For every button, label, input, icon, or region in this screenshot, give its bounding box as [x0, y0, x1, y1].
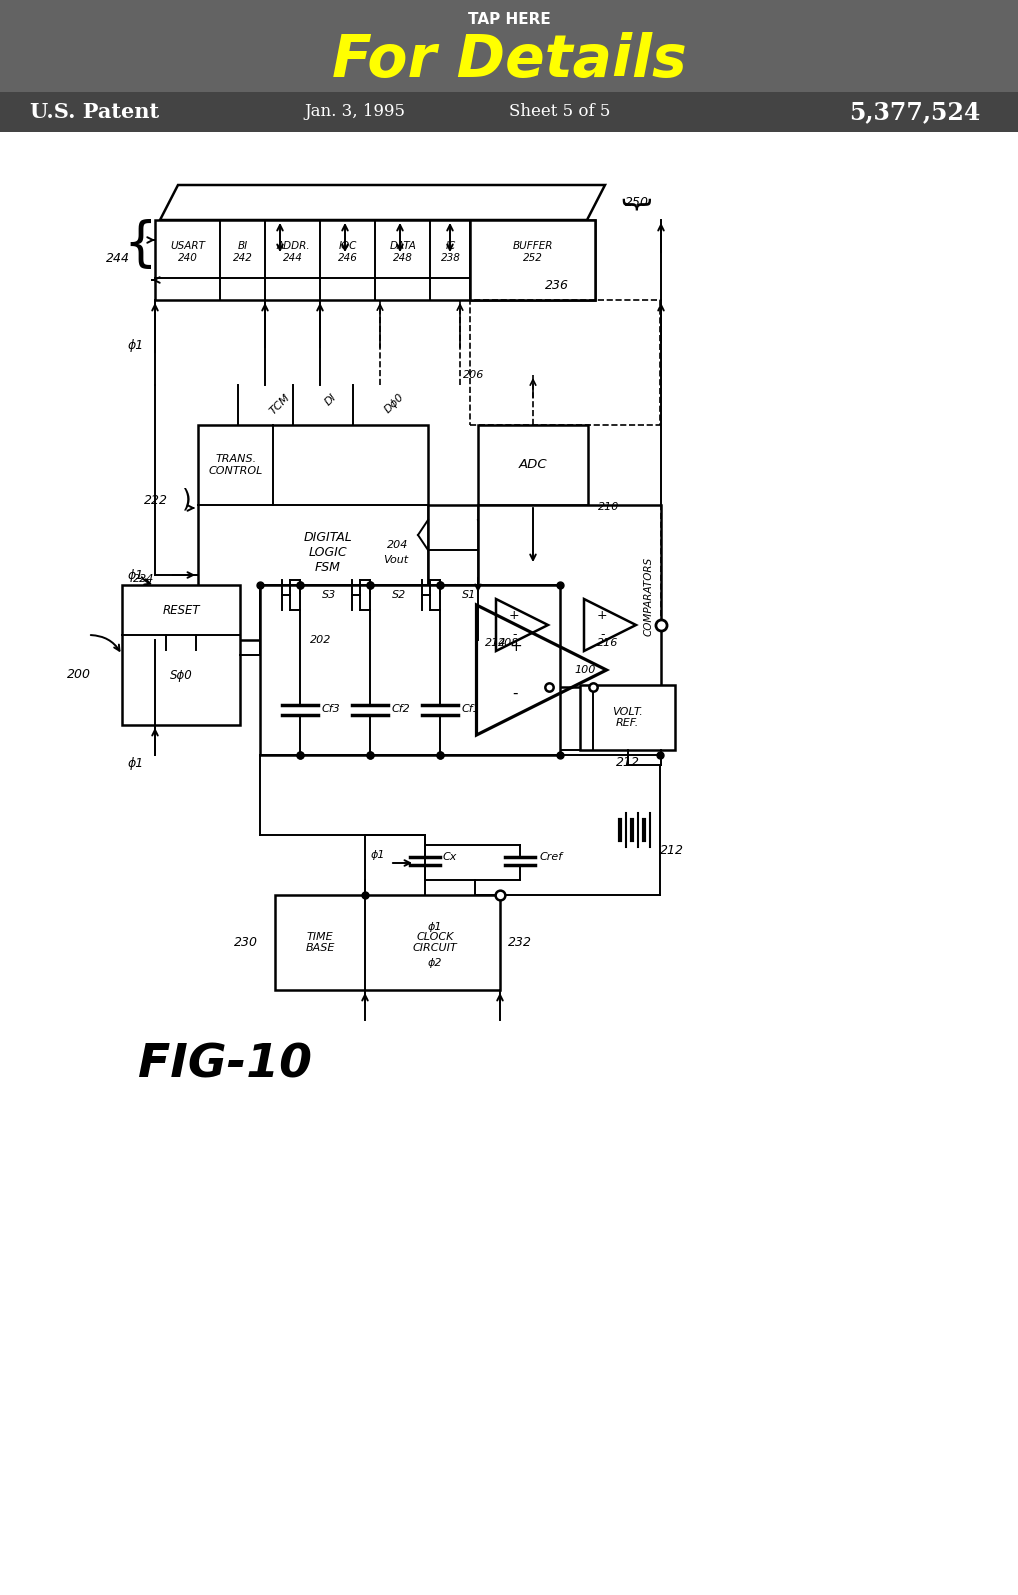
Text: 212: 212	[660, 844, 684, 857]
Text: Cf3: Cf3	[322, 705, 341, 715]
Text: -: -	[600, 628, 605, 641]
Text: 250: 250	[625, 196, 649, 209]
Text: ϕ1: ϕ1	[128, 756, 145, 769]
Text: TAP HERE: TAP HERE	[467, 13, 551, 27]
Text: 200: 200	[67, 668, 91, 681]
Text: FIG-10: FIG-10	[138, 1043, 312, 1088]
Bar	[580, 684, 675, 750]
Text: 212: 212	[616, 756, 639, 769]
Text: 206: 206	[463, 370, 485, 380]
Text: S2: S2	[392, 590, 406, 600]
Text: VOLT.
REF.: VOLT. REF.	[612, 707, 643, 729]
Text: Cx: Cx	[443, 852, 457, 861]
Bar	[0, 93, 1018, 132]
Text: ADDR.
244: ADDR. 244	[276, 241, 309, 263]
Text: Cf1: Cf1	[462, 705, 480, 715]
Text: 222: 222	[144, 493, 168, 507]
Text: BUFFER
252: BUFFER 252	[513, 241, 553, 263]
Bar	[478, 424, 588, 506]
Bar	[155, 220, 595, 300]
Text: +: +	[509, 640, 522, 654]
Text: ): )	[182, 488, 191, 512]
Text: TRANS.
CONTROL: TRANS. CONTROL	[209, 455, 264, 475]
Text: 214: 214	[485, 638, 506, 648]
Bar	[428, 506, 478, 595]
Text: U.S. Patent: U.S. Patent	[31, 102, 160, 121]
Text: ϕ2: ϕ2	[428, 957, 442, 968]
Text: 232: 232	[508, 936, 532, 949]
Text: +: +	[509, 609, 519, 622]
Text: 5,377,524: 5,377,524	[849, 100, 980, 124]
Bar	[260, 585, 560, 754]
Text: CLOCK
CIRCUIT: CLOCK CIRCUIT	[412, 931, 457, 954]
Text: 202: 202	[310, 635, 332, 644]
Text: RESET: RESET	[162, 603, 200, 617]
Bar	[122, 585, 240, 726]
Text: ϕ1: ϕ1	[371, 850, 385, 860]
Text: }: }	[618, 198, 647, 217]
Text: Cf2: Cf2	[392, 705, 410, 715]
Bar	[0, 0, 1018, 93]
Text: {: {	[123, 219, 157, 271]
Text: IC
238: IC 238	[441, 241, 461, 263]
Text: DATA
248: DATA 248	[390, 241, 416, 263]
Text: ADC: ADC	[519, 458, 548, 472]
Text: 224: 224	[133, 574, 155, 584]
Text: 236: 236	[545, 279, 569, 292]
Text: 244: 244	[106, 252, 130, 265]
Text: Sϕ0: Sϕ0	[170, 668, 192, 681]
Text: 100: 100	[574, 665, 596, 675]
Text: Vout: Vout	[383, 555, 408, 565]
Text: Jan. 3, 1995: Jan. 3, 1995	[304, 104, 405, 121]
Text: DI: DI	[323, 392, 338, 407]
Text: S1: S1	[462, 590, 476, 600]
Text: S3: S3	[322, 590, 336, 600]
Text: COMPARATORS: COMPARATORS	[644, 557, 654, 636]
Text: Sheet 5 of 5: Sheet 5 of 5	[509, 104, 611, 121]
Text: ϕ1: ϕ1	[128, 568, 145, 582]
Text: USART
240: USART 240	[170, 241, 206, 263]
Text: DIGITAL
LOGIC
FSM: DIGITAL LOGIC FSM	[303, 531, 352, 574]
Text: 204: 204	[387, 541, 408, 550]
Bar	[478, 506, 661, 687]
Text: Cref: Cref	[540, 852, 563, 861]
Text: TCM: TCM	[268, 392, 292, 416]
Text: -: -	[513, 686, 518, 700]
Text: 210: 210	[598, 502, 619, 512]
Text: For Details: For Details	[332, 32, 686, 88]
Text: 208: 208	[498, 638, 519, 648]
Text: BI
242: BI 242	[233, 241, 252, 263]
Text: ϕ1: ϕ1	[428, 922, 442, 931]
Text: TIME
BASE: TIME BASE	[305, 931, 335, 954]
Text: IOC
246: IOC 246	[338, 241, 358, 263]
Text: +: +	[597, 609, 608, 622]
Text: Dϕ0: Dϕ0	[383, 392, 406, 415]
Bar	[470, 300, 660, 424]
Bar	[275, 895, 500, 990]
Bar	[197, 424, 428, 640]
Text: -: -	[512, 628, 516, 641]
Text: 216: 216	[597, 638, 618, 648]
Text: 230: 230	[234, 936, 258, 949]
Text: ϕ1: ϕ1	[128, 338, 145, 351]
Bar	[470, 220, 595, 300]
